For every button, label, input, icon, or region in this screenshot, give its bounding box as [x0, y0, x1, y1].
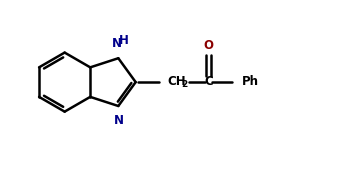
- Text: N: N: [112, 37, 122, 50]
- Text: 2: 2: [181, 80, 187, 89]
- Text: CH: CH: [167, 75, 186, 88]
- Text: H: H: [119, 34, 129, 47]
- Text: N: N: [114, 114, 124, 127]
- Text: O: O: [203, 39, 214, 52]
- Text: Ph: Ph: [242, 75, 259, 88]
- Text: C: C: [204, 75, 213, 88]
